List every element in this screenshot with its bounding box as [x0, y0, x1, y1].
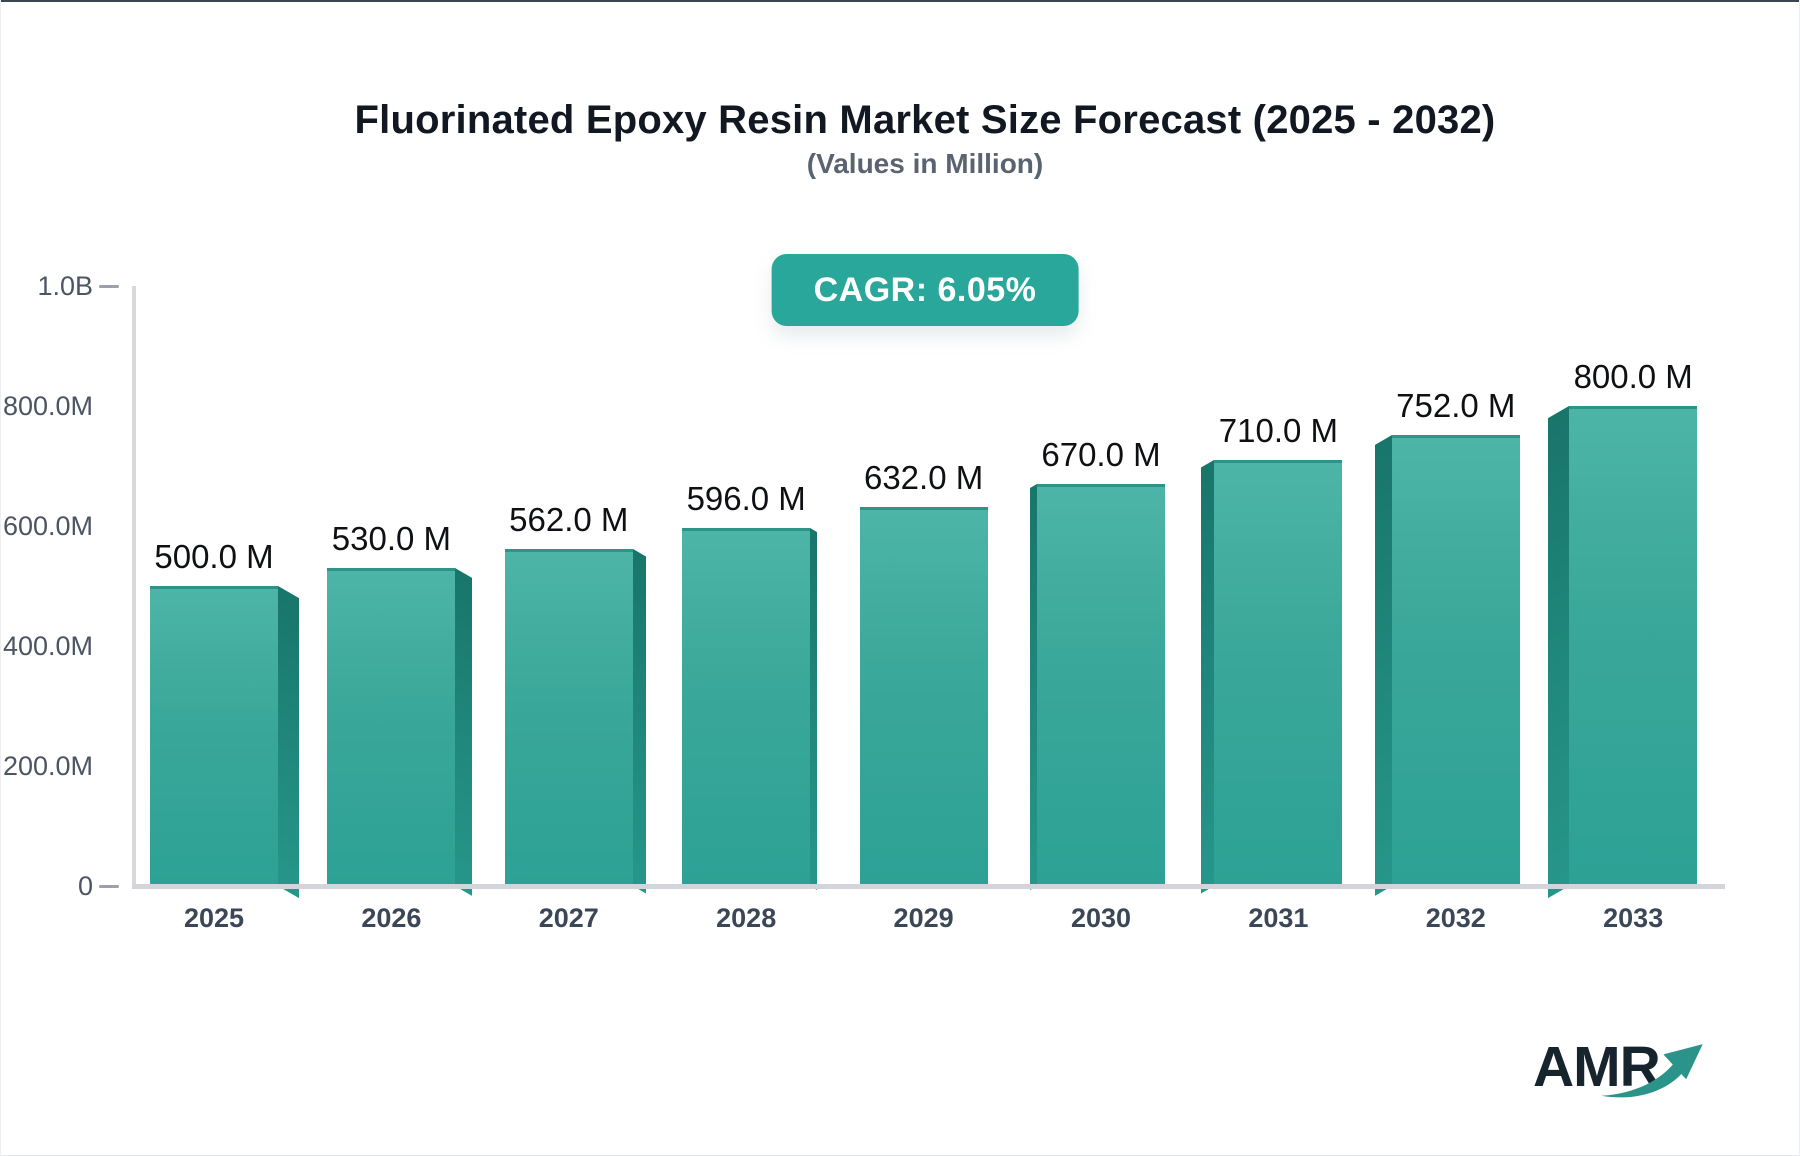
bar-2030[interactable] — [1037, 484, 1165, 886]
y-axis-label: 200.0M — [2, 751, 93, 781]
amr-logo: AMR — [1533, 1038, 1708, 1102]
bar-value-label: 500.0 M — [154, 538, 274, 575]
bar-2032[interactable] — [1391, 434, 1520, 886]
y-axis-label: 0 — [77, 871, 93, 901]
y-axis-label: 800.0M — [2, 391, 93, 421]
x-axis-label-2027: 2027 — [538, 903, 599, 933]
y-axis-label: 1.0B — [37, 271, 93, 301]
bar-value-label: 800.0 M — [1573, 358, 1693, 395]
x-axis-label-2031: 2031 — [1248, 903, 1309, 933]
y-axis-label: 600.0M — [2, 511, 93, 541]
y-axis-tick — [99, 284, 119, 288]
bar-2029[interactable] — [859, 506, 988, 886]
bar-3d-side-2030 — [1030, 484, 1037, 891]
growth-arrow-icon — [1601, 1044, 1703, 1098]
x-axis-label-2026: 2026 — [361, 903, 422, 933]
bar-value-label: 530.0 M — [331, 520, 452, 557]
x-axis-label-2030: 2030 — [1070, 903, 1132, 933]
bar-3d-side-2028 — [810, 528, 818, 891]
y-axis-label: 400.0M — [2, 631, 93, 661]
bar-value-label: 710.0 M — [1218, 412, 1339, 449]
chart-subtitle: (Values in Million) — [806, 148, 1044, 179]
bar-2031[interactable] — [1214, 460, 1343, 886]
bar-2033[interactable] — [1569, 406, 1698, 886]
bar-2025[interactable] — [150, 586, 278, 886]
x-axis-label-2028: 2028 — [716, 903, 777, 933]
cagr-badge: CAGR: 6.05% — [771, 254, 1079, 326]
bar-3d-side-2031 — [1201, 460, 1215, 894]
bar-3d-side-2032 — [1374, 434, 1392, 896]
bar-value-label: 596.0 M — [686, 480, 806, 518]
bar-value-label: 632.0 M — [863, 458, 984, 496]
x-axis-label-2033: 2033 — [1603, 903, 1664, 933]
bar-value-label: 752.0 M — [1396, 386, 1516, 424]
x-axis-baseline — [132, 884, 1725, 889]
bar-value-label: 562.0 M — [509, 500, 629, 538]
bar-3d-side-2027 — [632, 548, 646, 894]
y-axis-tick — [99, 884, 119, 888]
x-axis-label-2025: 2025 — [183, 903, 245, 933]
bar-3d-side-2033 — [1548, 406, 1570, 899]
chart-title: Fluorinated Epoxy Resin Market Size Fore… — [354, 98, 1496, 142]
bar-3d-side-2025 — [278, 586, 299, 899]
bar-value-label: 670.0 M — [1041, 436, 1161, 473]
bar-2026[interactable] — [327, 568, 456, 886]
amr-logo-text: AMR — [1533, 1035, 1661, 1099]
y-axis-line — [132, 286, 136, 886]
bar-2027[interactable] — [504, 548, 633, 886]
window-top-border — [1, 0, 1799, 2]
bar-2028[interactable] — [682, 528, 811, 886]
x-axis-label-2032: 2032 — [1425, 903, 1486, 933]
x-axis-label-2029: 2029 — [893, 903, 954, 933]
bar-3d-side-2026 — [455, 568, 473, 896]
